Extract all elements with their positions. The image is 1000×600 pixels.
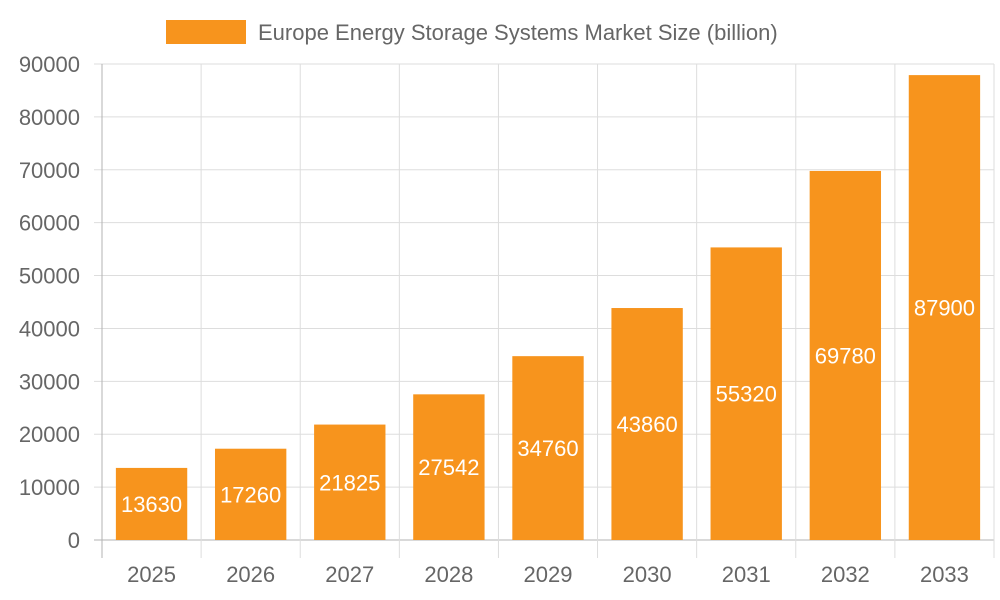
- y-tick-label: 60000: [19, 211, 80, 236]
- x-tick-label: 2030: [623, 562, 672, 587]
- bar-2028: [413, 394, 485, 540]
- data-label-2033: 87900: [914, 296, 975, 321]
- bar-2025: [115, 467, 188, 540]
- x-tick-label: 2033: [920, 562, 969, 587]
- data-labels: 13630 17260 21825 27542 34760 43860 55320 69780…: [121, 296, 975, 517]
- data-label-2031: 55320: [716, 382, 777, 407]
- data-label-2032: 69780: [815, 343, 876, 368]
- y-tick-label: 30000: [19, 369, 80, 394]
- x-tick-label: 2029: [524, 562, 573, 587]
- y-axis-ticks: 0 10000 20000 30000 40000 50000 60000 70000 8000…: [19, 52, 80, 553]
- data-label-2027: 21825: [319, 470, 380, 495]
- data-label-2025: 13630: [121, 492, 182, 517]
- data-label-2026: 17260: [220, 482, 281, 507]
- y-tick-label: 70000: [19, 158, 80, 183]
- bar-2031: [710, 247, 782, 540]
- bar-2027: [314, 424, 386, 540]
- legend-label: Europe Energy Storage Systems Market Siz…: [258, 20, 778, 45]
- y-tick-label: 0: [68, 528, 80, 553]
- bar-2033: [908, 75, 981, 541]
- x-axis-ticks: 2025 2026 2027 2028 2029 2030 2031 2032 2033: [127, 562, 969, 587]
- data-label-2029: 34760: [517, 436, 578, 461]
- bar-2026: [214, 448, 287, 540]
- y-tick-label: 90000: [19, 52, 80, 77]
- y-tick-label: 20000: [19, 422, 80, 447]
- bar-2029: [512, 356, 584, 540]
- x-tick-label: 2026: [226, 562, 275, 587]
- x-tick-label: 2025: [127, 562, 176, 587]
- bars: [115, 75, 981, 541]
- data-label-2028: 27542: [418, 455, 479, 480]
- legend: Europe Energy Storage Systems Market Siz…: [166, 20, 778, 45]
- y-tick-label: 10000: [19, 475, 80, 500]
- x-tick-label: 2032: [821, 562, 870, 587]
- x-tick-label: 2028: [424, 562, 473, 587]
- y-tick-label: 50000: [19, 264, 80, 289]
- bar-2030: [611, 308, 683, 540]
- x-tick-label: 2031: [722, 562, 771, 587]
- bar-2032: [809, 170, 882, 540]
- data-label-2030: 43860: [617, 412, 678, 437]
- y-tick-label: 40000: [19, 316, 80, 341]
- x-tick-label: 2027: [325, 562, 374, 587]
- legend-swatch: [166, 20, 246, 44]
- y-tick-label: 80000: [19, 105, 80, 130]
